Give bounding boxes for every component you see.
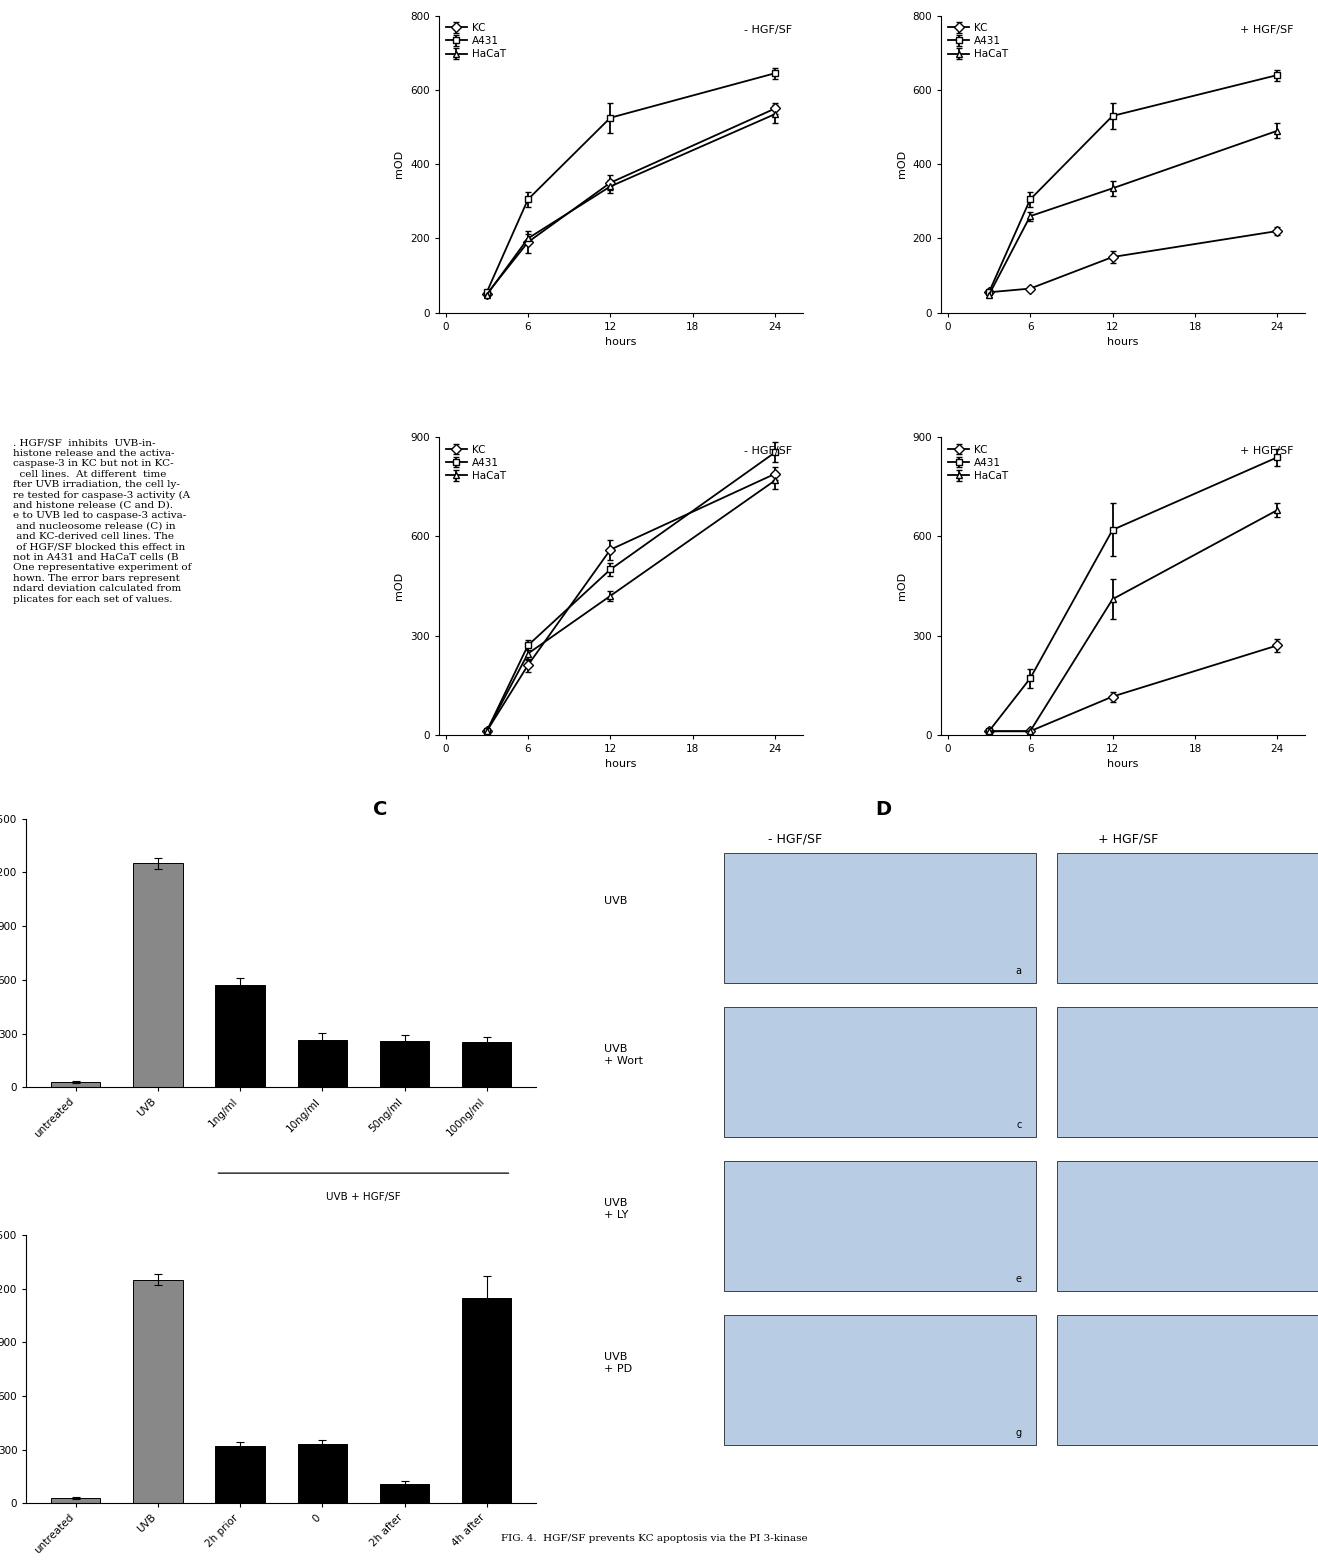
Legend: KC, A431, HaCaT: KC, A431, HaCaT	[444, 443, 509, 482]
Bar	[133, 1279, 183, 1503]
Text: - HGF/SF: - HGF/SF	[768, 833, 822, 846]
Bar	[298, 1040, 347, 1087]
Y-axis label: mOD: mOD	[896, 572, 907, 600]
Text: D: D	[875, 800, 891, 819]
Y-axis label: mOD: mOD	[394, 572, 405, 600]
Legend: KC, A431, HaCaT: KC, A431, HaCaT	[946, 443, 1011, 482]
Bar	[133, 863, 183, 1087]
Bar	[463, 1298, 511, 1503]
Text: C: C	[373, 800, 387, 819]
Text: c: c	[1016, 1120, 1021, 1131]
Text: UVB: UVB	[604, 896, 627, 905]
Bar	[51, 1082, 100, 1087]
Text: a: a	[1016, 966, 1021, 976]
Bar	[1057, 1160, 1318, 1290]
Bar	[298, 1444, 347, 1503]
Bar	[1057, 853, 1318, 983]
Bar	[215, 1445, 265, 1503]
Text: UVB + HGF/SF: UVB + HGF/SF	[326, 1192, 401, 1203]
Text: - HGF/SF: - HGF/SF	[743, 25, 792, 34]
Bar	[725, 1160, 1036, 1290]
Text: . HGF/SF  inhibits  UVB-in-
histone release and the activa-
caspase-3 in KC but : . HGF/SF inhibits UVB-in- histone releas…	[13, 438, 191, 603]
Y-axis label: mOD: mOD	[394, 150, 405, 179]
Y-axis label: mOD: mOD	[896, 150, 907, 179]
Legend: KC, A431, HaCaT: KC, A431, HaCaT	[946, 20, 1011, 61]
X-axis label: hours: hours	[1107, 337, 1139, 348]
Bar	[725, 1007, 1036, 1137]
Text: UVB
+ LY: UVB + LY	[604, 1198, 629, 1220]
Text: e: e	[1016, 1275, 1021, 1284]
Text: + HGF/SF: + HGF/SF	[1240, 446, 1294, 456]
Bar	[1057, 1007, 1318, 1137]
X-axis label: hours: hours	[1107, 760, 1139, 769]
Bar	[215, 985, 265, 1087]
Bar	[463, 1041, 511, 1087]
Text: + HGF/SF: + HGF/SF	[1098, 833, 1159, 846]
Bar	[380, 1483, 430, 1503]
X-axis label: hours: hours	[605, 760, 637, 769]
Text: FIG. 4.  HGF/SF prevents KC apoptosis via the PI 3-kinase: FIG. 4. HGF/SF prevents KC apoptosis via…	[501, 1533, 808, 1543]
X-axis label: hours: hours	[605, 337, 637, 348]
Bar	[51, 1499, 100, 1503]
Legend: KC, A431, HaCaT: KC, A431, HaCaT	[444, 20, 509, 61]
Text: - HGF/SF: - HGF/SF	[743, 446, 792, 456]
Bar	[1057, 1315, 1318, 1445]
Bar	[725, 853, 1036, 983]
Text: UVB
+ Wort: UVB + Wort	[604, 1045, 643, 1066]
Bar	[380, 1041, 430, 1087]
Bar	[725, 1315, 1036, 1445]
Text: g: g	[1016, 1428, 1021, 1438]
Text: + HGF/SF: + HGF/SF	[1240, 25, 1294, 34]
Text: UVB
+ PD: UVB + PD	[604, 1351, 633, 1373]
